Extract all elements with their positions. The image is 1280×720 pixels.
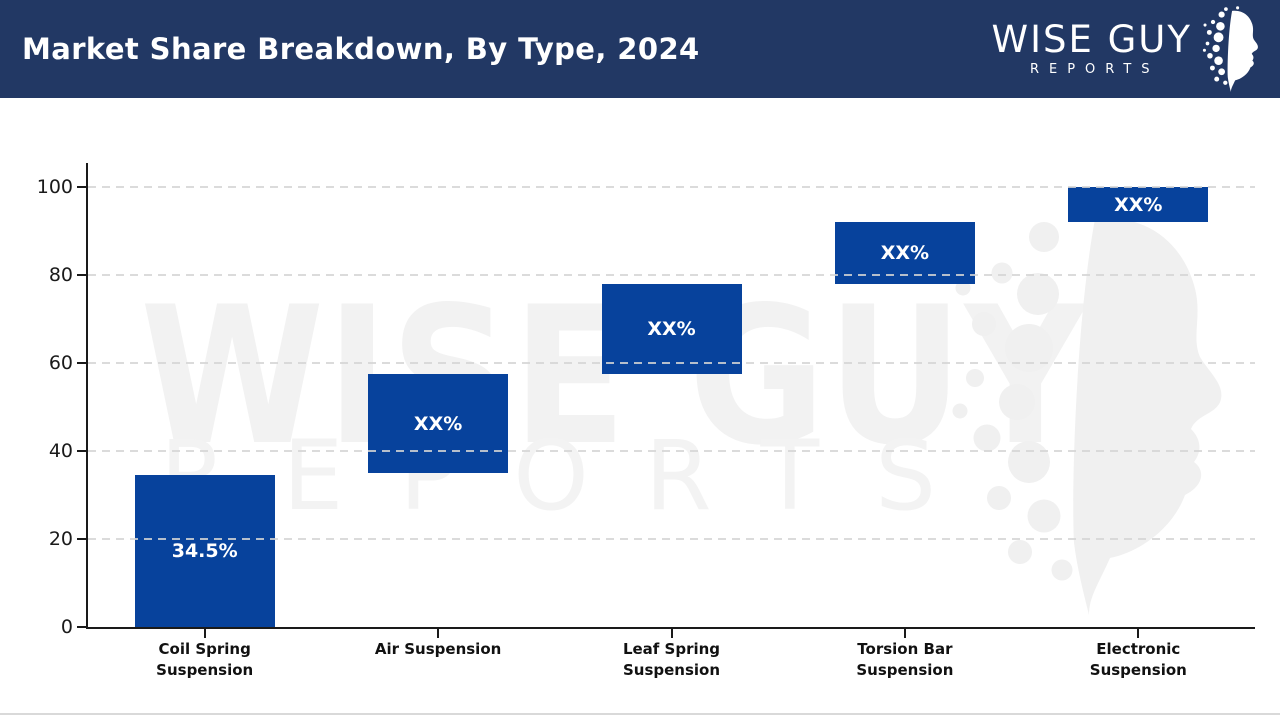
bar-3: XX% bbox=[834, 222, 975, 284]
page-title: Market Share Breakdown, By Type, 2024 bbox=[22, 32, 700, 66]
bar-1: XX% bbox=[368, 374, 509, 473]
gridline-100 bbox=[88, 186, 1255, 188]
y-axis-tick-label-20: 20 bbox=[48, 528, 73, 550]
header-bar: Market Share Breakdown, By Type, 2024 WI… bbox=[0, 0, 1280, 98]
gridline-60 bbox=[88, 362, 1255, 364]
y-axis-tick-80 bbox=[77, 274, 86, 276]
plot-area: 0 20 40 60 80 100 34.5% Coil Spring Suspension XX… bbox=[37, 163, 1255, 679]
y-axis-tick-20 bbox=[77, 538, 86, 540]
x-axis-tick-3 bbox=[903, 629, 906, 638]
logo-subtitle: REPORTS bbox=[1029, 62, 1160, 77]
y-axis-tick-40 bbox=[77, 450, 86, 452]
bar-value-label: XX% bbox=[647, 317, 696, 340]
bottom-divider bbox=[0, 713, 1280, 715]
bar-4: XX% bbox=[1068, 187, 1209, 223]
gridline-20 bbox=[88, 538, 1255, 540]
x-axis-tick-0 bbox=[203, 629, 206, 638]
x-axis-line bbox=[86, 627, 1255, 629]
y-axis-tick-label-80: 80 bbox=[48, 264, 73, 286]
wise-guy-reports-logo: WISE GUY REPORTS bbox=[992, 6, 1262, 92]
dotted-face-profile-icon bbox=[1202, 6, 1258, 92]
x-axis-category-label: Air Suspension bbox=[374, 640, 502, 658]
y-axis-tick-label-40: 40 bbox=[48, 440, 73, 462]
x-axis-category-label: Leaf Spring Suspension bbox=[622, 640, 721, 679]
bar-0: 34.5% bbox=[134, 475, 275, 627]
bar-value-label: 34.5% bbox=[171, 540, 238, 563]
x-axis-tick-1 bbox=[437, 629, 440, 638]
logo-name: WISE GUY bbox=[991, 18, 1192, 61]
x-axis-category-label: Coil Spring Suspension bbox=[156, 640, 254, 679]
bar-value-label: XX% bbox=[413, 412, 463, 435]
x-axis-category-label: Electronic Suspension bbox=[1089, 640, 1187, 679]
bar-2: XX% bbox=[601, 283, 742, 374]
y-axis-tick-label-60: 60 bbox=[48, 352, 73, 374]
bar-value-label: XX% bbox=[1114, 193, 1163, 216]
x-axis-category-label: Torsion Bar Suspension bbox=[856, 640, 954, 679]
gridline-80 bbox=[88, 274, 1255, 276]
y-axis-tick-100 bbox=[77, 186, 86, 188]
y-axis-tick-0 bbox=[77, 626, 86, 628]
bar-value-label: XX% bbox=[880, 241, 930, 264]
y-axis-tick-label-0: 0 bbox=[60, 616, 73, 638]
y-axis-tick-60 bbox=[77, 362, 86, 364]
x-axis-tick-4 bbox=[1137, 629, 1140, 638]
y-axis-tick-label-100: 100 bbox=[36, 176, 73, 198]
logo-text: WISE GUY REPORTS bbox=[992, 21, 1192, 77]
x-axis-tick-2 bbox=[670, 629, 673, 638]
y-axis-line bbox=[86, 163, 88, 629]
gridline-40 bbox=[88, 450, 1255, 452]
